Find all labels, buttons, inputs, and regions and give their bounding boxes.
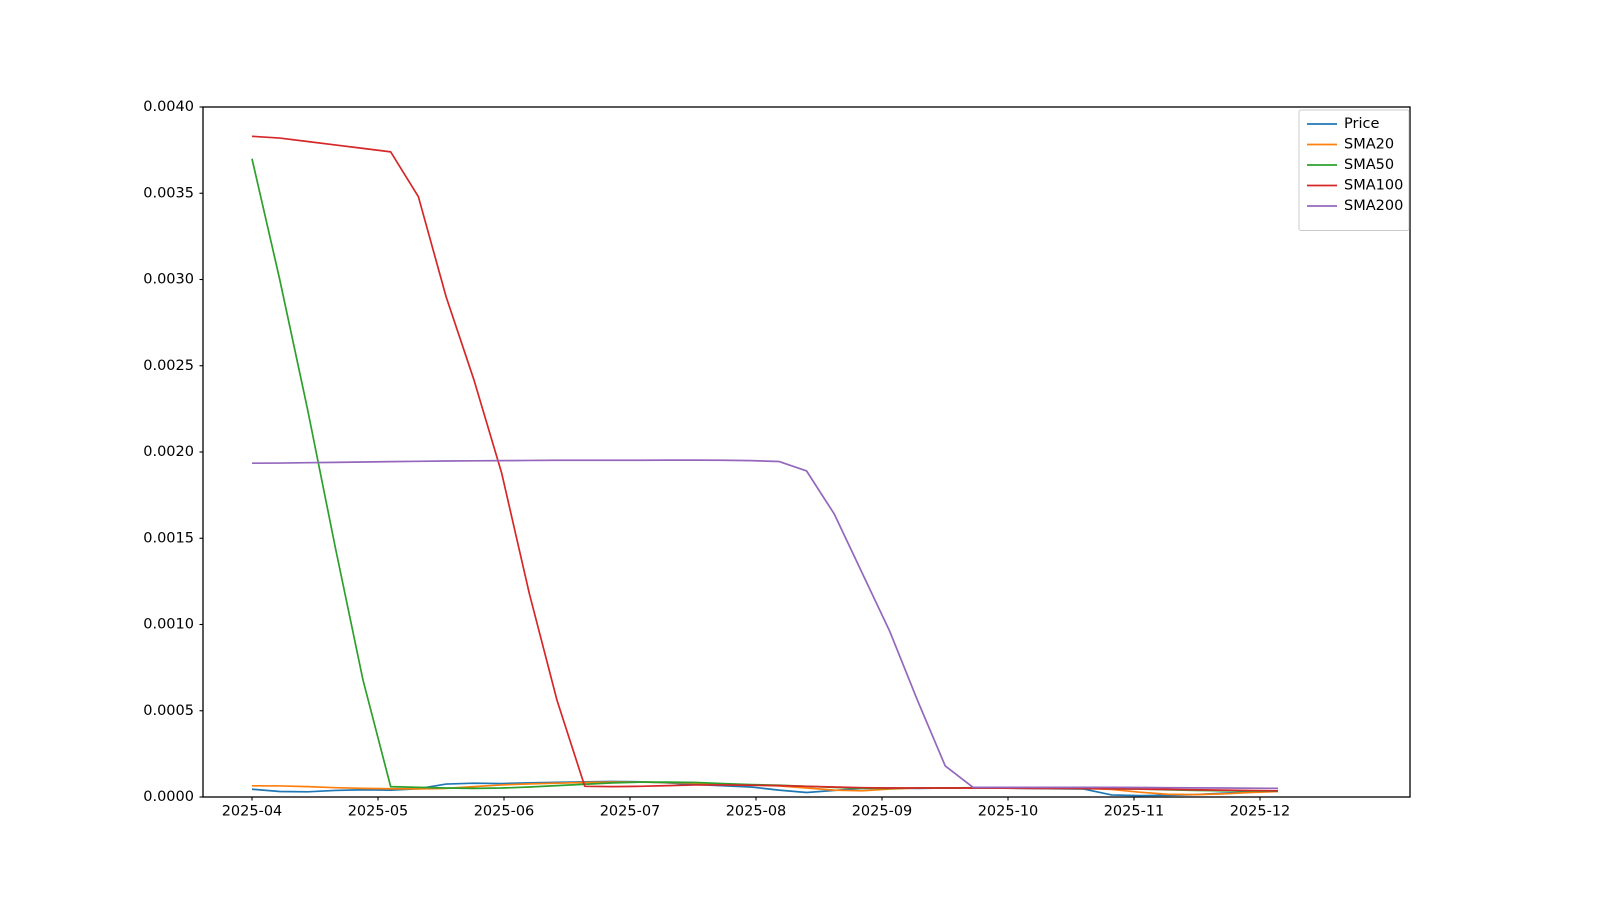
legend-label-price: Price xyxy=(1344,116,1379,132)
legend-background xyxy=(1298,109,1410,231)
series-line-sma200 xyxy=(251,459,1279,790)
x-tick-label: 2025-10 xyxy=(978,804,1039,820)
x-tick-label: 2025-11 xyxy=(1104,804,1165,820)
series-lines xyxy=(251,135,1279,797)
y-tick-label: 0.0010 xyxy=(143,617,194,633)
x-axis-ticks: 2025-04 2025-05 2025-06 2025-07 2025-08 2025-… xyxy=(222,797,1291,820)
legend-label-sma50: SMA50 xyxy=(1344,157,1394,173)
y-tick-label: 0.0035 xyxy=(143,185,194,201)
x-tick-label: 2025-09 xyxy=(852,804,913,820)
series-line-sma50 xyxy=(251,158,1279,792)
y-tick-label: 0.0030 xyxy=(143,272,194,288)
x-tick-label: 2025-06 xyxy=(474,804,535,820)
y-tick-label: 0.0040 xyxy=(143,99,194,115)
y-tick-label: 0.0025 xyxy=(143,358,194,374)
y-tick-label: 0.0000 xyxy=(143,789,194,805)
x-tick-label: 2025-08 xyxy=(726,804,787,820)
legend-label-sma20: SMA20 xyxy=(1344,137,1394,153)
y-axis-ticks: 0.0000 0.0005 0.0010 0.0015 0.0020 0.0025 0.00… xyxy=(143,99,203,805)
y-tick-label: 0.0015 xyxy=(143,530,194,546)
x-tick-label: 2025-12 xyxy=(1230,804,1291,820)
y-tick-label: 0.0005 xyxy=(143,703,194,719)
y-tick-label: 0.0020 xyxy=(143,444,194,460)
legend-label-sma200: SMA200 xyxy=(1344,198,1403,214)
x-tick-label: 2025-04 xyxy=(222,804,283,820)
x-tick-label: 2025-05 xyxy=(348,804,409,820)
axes-frame xyxy=(202,106,1411,798)
legend-label-sma100: SMA100 xyxy=(1344,178,1403,194)
chart-legend[interactable]: Price SMA20 SMA50 SMA100 SMA200 xyxy=(1298,109,1410,231)
series-line-sma100 xyxy=(251,135,1279,792)
plot-area-border xyxy=(202,106,1411,798)
x-tick-label: 2025-07 xyxy=(600,804,661,820)
